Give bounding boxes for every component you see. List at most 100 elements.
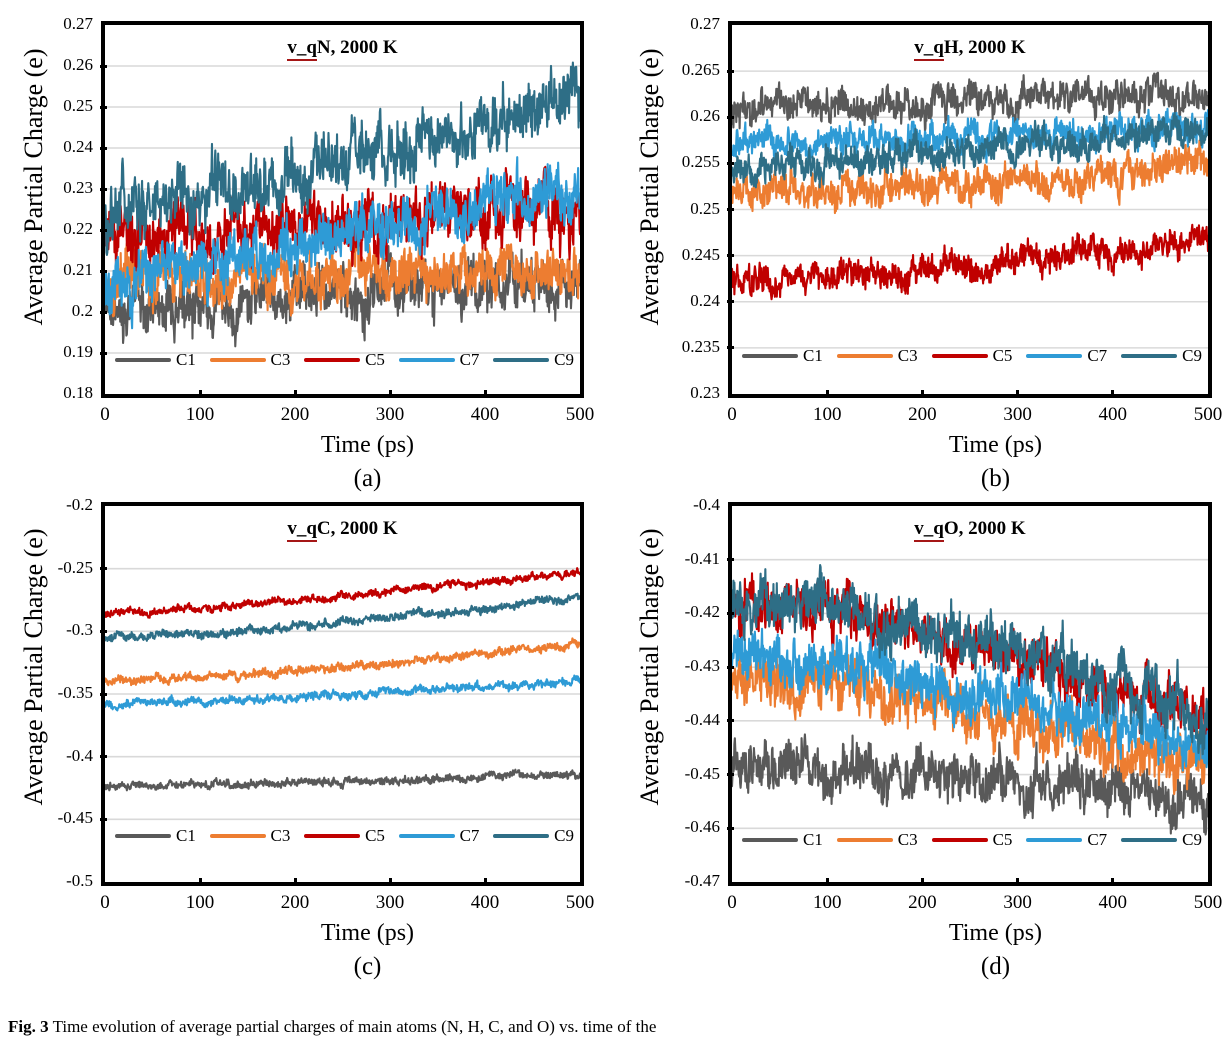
y-tick-label: 0.21 xyxy=(63,260,93,279)
y-tick-mark xyxy=(100,228,107,232)
x-tick-label: 500 xyxy=(565,404,595,425)
y-tick-label: -0.47 xyxy=(684,871,720,890)
x-tick-label: 0 xyxy=(727,404,737,425)
y-tick-mark xyxy=(727,346,734,350)
x-tick-label: 300 xyxy=(1003,892,1032,913)
y-tick-label: 0.19 xyxy=(63,342,93,361)
chart-panel-a: Average Partial Charge (e) v_qN, 2000 K … xyxy=(0,0,615,492)
y-tick-mark xyxy=(727,161,734,165)
y-tick-label: -0.2 xyxy=(66,495,93,514)
x-tick-mark xyxy=(388,878,392,885)
plot-svg-a xyxy=(105,61,580,354)
x-tick-mark xyxy=(1016,878,1020,885)
x-tick-label: 500 xyxy=(1193,404,1223,425)
y-tick-mark xyxy=(727,558,734,562)
figure-caption-prefix: Fig. 3 xyxy=(8,1017,49,1036)
x-tick-mark xyxy=(483,390,487,397)
y-tick-label: -0.45 xyxy=(57,808,93,828)
x-tick-label: 100 xyxy=(185,892,215,913)
y-tick-label: -0.35 xyxy=(57,683,93,702)
x-tick-label: 400 xyxy=(1098,892,1128,913)
y-tick-mark xyxy=(727,611,734,615)
y-tick-label: 0.25 xyxy=(690,198,720,218)
y-tick-label: 0.26 xyxy=(63,55,93,74)
y-tick-mark xyxy=(100,351,107,355)
x-axis-label-a: Time (ps) xyxy=(320,432,415,458)
y-tick-mark xyxy=(100,692,107,696)
y-tick-mark xyxy=(100,817,107,821)
x-tick-mark xyxy=(483,878,487,885)
y-tick-label: -0.41 xyxy=(684,548,720,568)
plot-area-b: v_qH, 2000 K C1 C3 C5 C7 C9 xyxy=(728,21,1212,398)
y-tick-mark xyxy=(727,69,734,73)
y-tick-mark xyxy=(727,254,734,258)
y-tick-label: -0.4 xyxy=(693,495,720,514)
y-tick-label: 0.23 xyxy=(63,178,93,197)
y-tick-mark xyxy=(100,310,107,314)
x-tick-mark xyxy=(388,390,392,397)
y-tick-label: 0.26 xyxy=(690,106,720,126)
y-tick-label: -0.42 xyxy=(684,602,720,622)
y-tick-mark xyxy=(100,269,107,273)
chart-panel-b: Average Partial Charge (e) v_qH, 2000 K … xyxy=(616,0,1231,492)
x-axis-label-d: Time (ps) xyxy=(948,920,1043,946)
x-tick-mark xyxy=(920,878,924,885)
y-tick-mark xyxy=(727,773,734,777)
y-tick-label: -0.46 xyxy=(684,817,720,837)
y-tick-mark xyxy=(100,105,107,109)
y-tick-label: -0.44 xyxy=(684,709,720,729)
panel-subcaption-a: (a) xyxy=(353,465,382,492)
plot-svg-b xyxy=(732,70,1208,349)
x-axis-label-b: Time (ps) xyxy=(948,432,1043,458)
x-tick-label: 100 xyxy=(812,404,842,425)
x-tick-label: 400 xyxy=(1098,404,1128,425)
panel-subcaption-c: (c) xyxy=(353,953,382,980)
plot-svg-c xyxy=(105,567,580,821)
y-tick-label: 0.235 xyxy=(681,336,720,356)
y-tick-label: 0.25 xyxy=(63,96,93,115)
x-tick-label: 500 xyxy=(1193,892,1223,913)
chart-panel-c: Average Partial Charge (e) v_qC, 2000 K … xyxy=(0,474,615,980)
y-tick-mark xyxy=(727,826,734,830)
y-tick-label: -0.25 xyxy=(57,557,93,577)
x-tick-mark xyxy=(920,390,924,397)
x-tick-label: 0 xyxy=(727,892,737,913)
x-tick-mark xyxy=(1111,390,1115,397)
plot-area-d: v_qO, 2000 K C1 C3 C5 C7 C9 xyxy=(728,502,1212,886)
y-tick-label: 0.265 xyxy=(681,60,720,80)
y-tick-mark xyxy=(727,665,734,669)
y-tick-label: -0.3 xyxy=(66,620,93,640)
y-tick-label: 0.27 xyxy=(690,14,720,33)
x-tick-mark xyxy=(198,878,202,885)
x-tick-mark xyxy=(825,390,829,397)
x-tick-mark xyxy=(1016,390,1020,397)
x-tick-label: 500 xyxy=(565,892,595,913)
x-tick-mark xyxy=(198,390,202,397)
x-tick-mark xyxy=(825,878,829,885)
y-tick-mark xyxy=(100,567,107,571)
y-tick-label: 0.255 xyxy=(681,152,720,172)
y-tick-label: 0.23 xyxy=(690,383,720,402)
y-tick-label: 0.27 xyxy=(63,14,93,33)
x-axis-label-c: Time (ps) xyxy=(320,920,415,946)
x-tick-label: 300 xyxy=(375,404,405,425)
figure-caption-text: Time evolution of average partial charge… xyxy=(52,1017,657,1036)
x-tick-label: 400 xyxy=(470,892,500,913)
x-tick-mark xyxy=(293,390,297,397)
y-tick-mark xyxy=(100,146,107,150)
y-tick-mark xyxy=(727,300,734,304)
x-tick-mark xyxy=(1111,878,1115,885)
x-tick-mark xyxy=(293,878,297,885)
x-tick-label: 100 xyxy=(812,892,842,913)
y-tick-mark xyxy=(100,629,107,633)
x-tick-label: 200 xyxy=(280,892,310,913)
y-tick-label: 0.245 xyxy=(681,244,720,264)
figure-caption: Fig. 3 Time evolution of average partial… xyxy=(0,1016,1231,1037)
plot-area-c: v_qC, 2000 K C1 C3 C5 C7 C9 xyxy=(101,502,584,886)
y-tick-label: 0.22 xyxy=(63,219,93,238)
y-tick-label: -0.45 xyxy=(684,763,720,783)
y-tick-label: -0.5 xyxy=(66,871,93,890)
x-tick-label: 200 xyxy=(280,404,310,425)
y-tick-label: -0.4 xyxy=(66,745,93,765)
